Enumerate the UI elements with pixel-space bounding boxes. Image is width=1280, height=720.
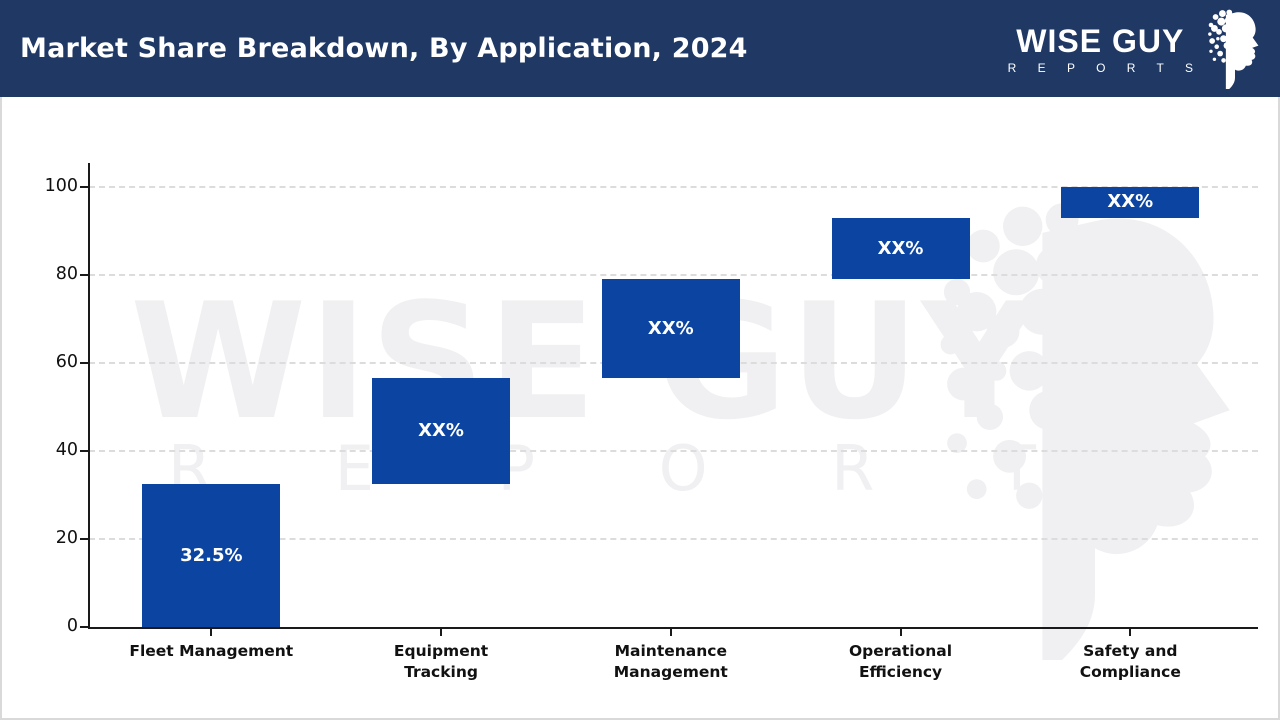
x-tick-label-maintenance-management: Maintenance Management: [613, 642, 728, 681]
y-tick-mark-40: [80, 450, 88, 452]
x-tick-mark-safety-and-compliance: [1129, 629, 1132, 636]
gridline-100: [89, 186, 1258, 188]
x-tick-label-safety-and-compliance: Safety and Compliance: [1079, 642, 1181, 681]
x-tick-mark-maintenance-management: [669, 629, 672, 636]
x-tick-label-operational-efficiency: Operational Efficiency: [849, 642, 953, 681]
logo-wordmark-line1: WISE GUY: [1016, 22, 1185, 59]
bar-value-label-safety-and-compliance: XX%: [1107, 191, 1154, 213]
y-tick-label-60: 60: [55, 352, 78, 372]
logo-wordmark: WISE GUY R E P O R T S: [999, 24, 1202, 75]
bar-safety-and-compliance: [1061, 187, 1200, 218]
y-tick-label-80: 80: [55, 264, 78, 284]
bar-value-label-operational-efficiency: XX%: [877, 237, 924, 259]
logo-head-icon: [1208, 9, 1259, 89]
header: Market Share Breakdown, By Application, …: [0, 0, 1280, 97]
y-tick-label-0: 0: [66, 616, 78, 636]
page-title: Market Share Breakdown, By Application, …: [20, 33, 748, 64]
x-tick-label-fleet-management: Fleet Management: [129, 642, 294, 660]
watermark-wordmark-line1: WISE GUY: [130, 268, 1040, 455]
gridline-40: [89, 450, 1258, 452]
x-tick-label-equipment-tracking: Equipment Tracking: [393, 642, 489, 681]
y-tick-label-40: 40: [55, 440, 78, 460]
y-tick-mark-100: [80, 186, 88, 188]
y-tick-mark-80: [80, 274, 88, 276]
wiseguy-logo: WISE GUY R E P O R T S: [999, 6, 1266, 92]
y-tick-mark-0: [80, 626, 88, 628]
x-tick-mark-equipment-tracking: [440, 629, 443, 636]
x-tick-mark-operational-efficiency: [899, 629, 902, 636]
y-axis-spine: [88, 163, 90, 629]
bar-operational-efficiency: [831, 217, 970, 280]
logo-wordmark-line2: R E P O R T S: [1007, 60, 1202, 75]
y-tick-mark-20: [80, 538, 88, 540]
x-axis-spine: [88, 627, 1258, 629]
bar-fleet-management: [142, 484, 281, 627]
bar-equipment-tracking: [372, 378, 511, 484]
gridline-80: [89, 274, 1258, 276]
bar-maintenance-management: [601, 279, 740, 379]
gridline-20: [89, 538, 1258, 540]
bar-value-label-maintenance-management: XX%: [647, 317, 694, 339]
x-tick-mark-fleet-management: [210, 629, 213, 636]
y-tick-mark-60: [80, 362, 88, 364]
bar-value-label-equipment-tracking: XX%: [418, 420, 464, 442]
bar-value-label-fleet-management: 32.5%: [180, 544, 243, 566]
y-tick-label-20: 20: [55, 528, 78, 548]
watermark-head-icon: [940, 203, 1230, 660]
y-tick-label-100: 100: [44, 176, 78, 196]
